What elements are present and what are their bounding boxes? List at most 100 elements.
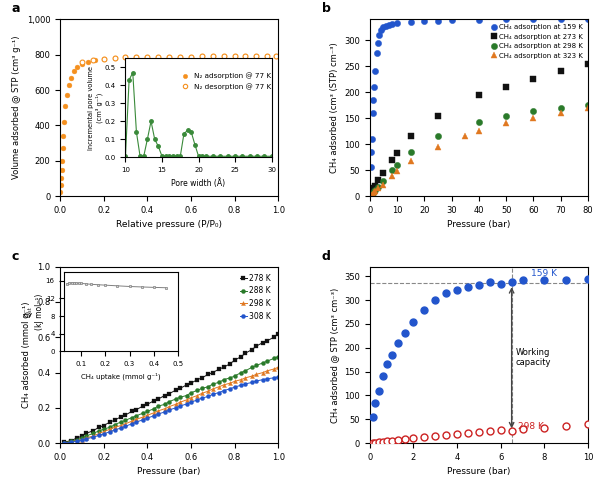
CH₄ adsorption at 323 K [369,191,376,197]
298 K [74,438,81,444]
298 K [209,386,217,392]
Line: 308 K: 308 K [62,375,280,445]
CH₄ adsorption at 273 K [584,61,592,67]
308 K [74,438,81,444]
CH₄ adsorption at 159 K [584,17,592,22]
278 K [242,350,249,356]
288 K [111,422,118,428]
Line: CH₄ adsorption at 323 K: CH₄ adsorption at 323 K [368,105,591,199]
Line: 298 K: 298 K [62,365,280,445]
298 K [78,437,85,443]
CH₄ adsorption at 273 K [407,133,415,139]
308 K [275,374,282,380]
288 K [67,438,74,444]
CH₄ adsorption at 298 K [368,191,375,197]
298 K [194,393,201,398]
298 K [187,395,194,401]
278 K [118,414,125,420]
298 K [118,423,125,429]
CH₄ adsorption at 298 K [503,112,510,118]
N₂ adsorption @ 77 K [143,54,151,60]
Line: CH₄ adsorption at 159 K: CH₄ adsorption at 159 K [368,17,591,170]
278 K [172,387,179,393]
308 K [150,413,157,419]
298 K [122,421,129,427]
N₂ adsorption @ 77 K [155,54,162,60]
288 K [220,377,227,383]
N₂ adsorption @ 77 K [166,54,173,59]
298 K [107,426,114,432]
CH₄ adsorption at 323 K [380,182,387,187]
CH₄ adsorption at 323 K [530,115,537,121]
CH₄ adsorption at 323 K [370,189,377,195]
CH₄ adsorption at 323 K [374,186,382,191]
298 K [166,404,173,410]
298 K [263,368,271,374]
CH₄ adsorption at 298 K [407,149,415,155]
N₂ adsorption @ 77 K [57,183,64,188]
278 K [78,433,85,439]
308 K [118,425,125,431]
278 K [61,439,68,445]
298 K [89,433,97,439]
Text: Working
capacity: Working capacity [516,348,551,368]
288 K [133,413,140,419]
N₂ adsorption @ 77 K [272,53,280,58]
N₂ desorption @ 77 K [155,54,162,60]
Legend: CH₄ adsorption at 159 K, CH₄ adsorption at 273 K, CH₄ adsorption at 298 K, CH₄ a: CH₄ adsorption at 159 K, CH₄ adsorption … [489,23,584,60]
CH₄ adsorption at 298 K [367,192,374,198]
308 K [172,405,179,411]
CH₄ adsorption at 323 K [503,120,510,126]
Y-axis label: Volume adsorbed @ STP (cm³ g⁻¹): Volume adsorbed @ STP (cm³ g⁻¹) [12,36,21,180]
N₂ adsorption @ 77 K [209,54,217,59]
CH₄ adsorption at 323 K [371,188,379,194]
278 K [270,334,277,340]
308 K [220,388,227,393]
308 K [100,431,107,437]
N₂ desorption @ 77 K [198,54,205,59]
N₂ desorption @ 77 K [122,55,129,60]
308 K [111,427,118,433]
N₂ adsorption @ 77 K [65,82,73,88]
298 K [220,382,227,388]
298 K [111,424,118,430]
CH₄ adsorption at 159 K [367,165,374,170]
298 K [231,378,238,384]
278 K [89,428,97,434]
288 K [161,401,169,407]
N₂ adsorption @ 77 K [85,59,92,65]
278 K [107,419,114,425]
308 K [270,375,277,381]
CH₄ adsorption at 273 K [557,69,565,75]
288 K [100,426,107,432]
298 K [259,370,266,375]
298 K [95,431,103,436]
308 K [198,395,205,401]
278 K [67,438,74,444]
CH₄ adsorption at 323 K [368,192,375,198]
CH₄ adsorption at 273 K [370,186,377,191]
288 K [248,364,256,370]
CH₄ adsorption at 159 K [475,17,482,23]
CH₄ adsorption at 298 K [434,133,442,139]
X-axis label: Pressure (bar): Pressure (bar) [447,220,511,229]
CH₄ adsorption at 323 K [557,110,565,116]
Line: 278 K: 278 K [62,332,280,444]
308 K [263,376,271,382]
CH₄ adsorption at 273 K [369,188,376,194]
288 K [107,424,114,430]
N₂ desorption @ 77 K [111,55,118,61]
N₂ adsorption @ 77 K [111,55,118,61]
CH₄ adsorption at 159 K [557,17,565,22]
308 K [128,421,136,427]
Text: 298 K: 298 K [518,422,544,431]
298 K [128,418,136,424]
N₂ desorption @ 77 K [78,59,85,65]
298 K [139,414,146,420]
CH₄ adsorption at 298 K [370,188,377,194]
CH₄ adsorption at 159 K [369,110,376,116]
278 K [275,331,282,337]
CH₄ adsorption at 323 K [407,158,415,164]
278 K [220,364,227,370]
298 K [238,377,245,383]
